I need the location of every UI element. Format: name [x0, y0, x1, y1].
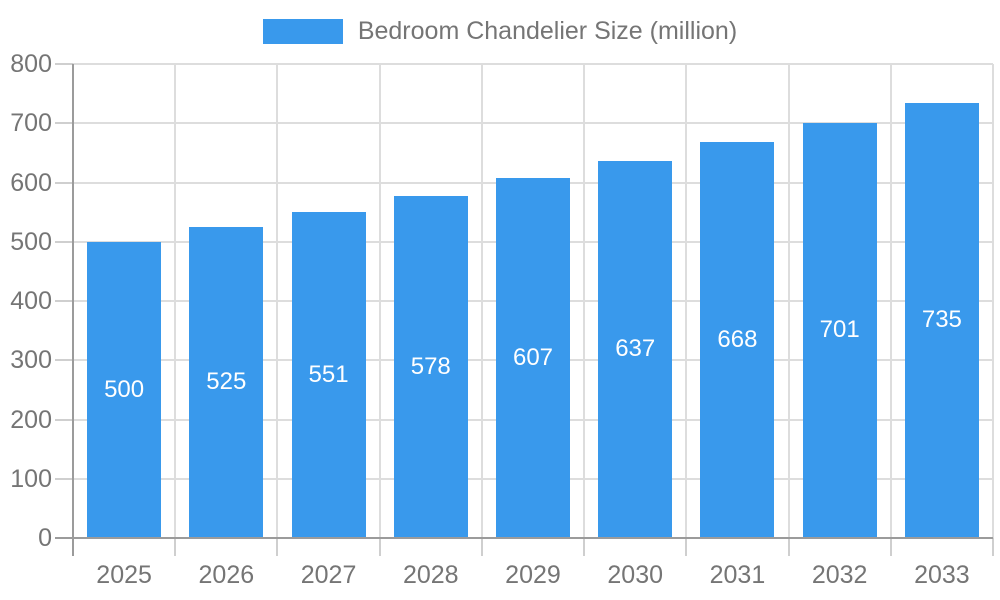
y-gridline: [73, 122, 993, 125]
legend-swatch: [262, 18, 343, 44]
x-gridline: [889, 64, 892, 538]
bar-value-label: 500: [104, 375, 145, 403]
y-axis-label: 400: [10, 287, 52, 315]
bar[interactable]: [393, 195, 468, 538]
x-axis-label: 2028: [402, 561, 459, 589]
bar-value-label: 607: [512, 344, 554, 372]
bar-value-label: 637: [615, 335, 656, 363]
y-axis-label: 200: [10, 405, 52, 434]
x-tick: [583, 538, 586, 556]
y-tick: [55, 418, 73, 421]
x-axis-label: 2032: [811, 561, 868, 589]
x-axis-label: 2029: [505, 561, 561, 589]
bar[interactable]: [598, 160, 673, 538]
bar[interactable]: [87, 241, 162, 538]
bar[interactable]: [189, 226, 264, 538]
x-axis-label: 2030: [607, 561, 664, 589]
x-axis-label: 2026: [198, 561, 255, 589]
y-axis-label: 0: [38, 524, 52, 552]
x-tick: [889, 538, 892, 556]
y-tick: [55, 300, 73, 302]
x-tick: [685, 538, 688, 556]
y-tick: [55, 240, 73, 243]
x-tick: [480, 538, 483, 556]
bar[interactable]: [291, 211, 366, 538]
y-axis-line: [72, 64, 74, 556]
x-tick: [992, 538, 994, 556]
bar[interactable]: [904, 102, 979, 538]
x-tick: [276, 538, 279, 556]
y-tick: [55, 477, 73, 480]
x-axis-label: 2025: [96, 561, 152, 589]
bar-value-label: 578: [410, 352, 451, 380]
legend-label: Bedroom Chandelier Size (million): [357, 17, 738, 45]
x-tick: [174, 538, 177, 556]
y-axis-label: 500: [10, 227, 52, 256]
x-gridline: [685, 64, 688, 538]
y-axis-label: 700: [10, 109, 52, 138]
x-gridline: [992, 64, 994, 538]
y-axis-label: 800: [10, 50, 52, 78]
x-tick: [787, 538, 790, 556]
x-gridline: [378, 64, 381, 538]
y-gridline: [73, 63, 993, 65]
x-gridline: [787, 64, 790, 538]
bar[interactable]: [496, 178, 570, 538]
x-gridline: [480, 64, 483, 538]
bar-value-label: 668: [717, 326, 758, 354]
y-tick: [55, 63, 73, 65]
x-axis-label: 2031: [709, 561, 766, 589]
bar[interactable]: [700, 142, 775, 538]
bar-value-label: 525: [206, 368, 247, 396]
x-tick: [378, 538, 381, 556]
x-axis-label: 2033: [914, 561, 970, 589]
y-axis-label: 100: [10, 464, 52, 493]
bar[interactable]: [802, 122, 877, 538]
y-tick: [55, 122, 73, 125]
x-gridline: [583, 64, 586, 538]
y-axis-label: 600: [10, 168, 52, 197]
bar-value-label: 551: [308, 360, 349, 388]
bar-value-label: 701: [819, 316, 860, 344]
x-axis-line: [55, 537, 993, 539]
y-tick: [55, 359, 73, 362]
y-axis-label: 300: [10, 346, 52, 375]
x-gridline: [174, 64, 177, 538]
legend[interactable]: Bedroom Chandelier Size (million): [0, 16, 1000, 46]
bar-value-label: 735: [921, 306, 962, 334]
x-gridline: [276, 64, 279, 538]
y-tick: [55, 181, 73, 184]
x-axis-label: 2027: [300, 561, 357, 589]
